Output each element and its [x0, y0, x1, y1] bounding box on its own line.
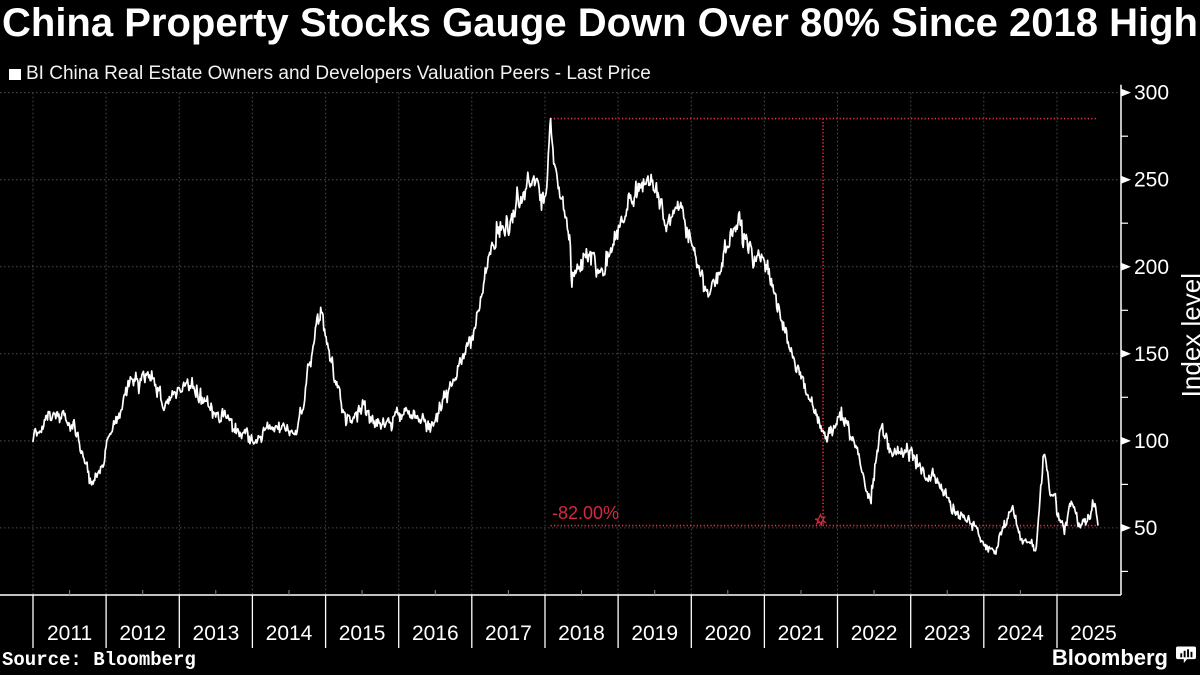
svg-text:2023: 2023 — [924, 622, 971, 645]
svg-text:2011: 2011 — [47, 622, 92, 645]
svg-text:200: 200 — [1134, 256, 1169, 279]
svg-text:2018: 2018 — [558, 622, 605, 645]
svg-text:2022: 2022 — [851, 622, 898, 645]
svg-text:2017: 2017 — [485, 622, 532, 645]
svg-text:150: 150 — [1134, 343, 1169, 366]
svg-text:2013: 2013 — [193, 622, 240, 645]
svg-text:2015: 2015 — [339, 622, 386, 645]
svg-text:-82.00%: -82.00% — [552, 503, 619, 523]
svg-text:2014: 2014 — [266, 622, 313, 645]
svg-text:2012: 2012 — [119, 622, 166, 645]
svg-text:100: 100 — [1134, 430, 1169, 453]
svg-text:300: 300 — [1134, 82, 1169, 105]
svg-text:2016: 2016 — [412, 622, 459, 645]
svg-text:2021: 2021 — [778, 622, 825, 645]
svg-text:2025: 2025 — [1070, 622, 1117, 645]
svg-text:250: 250 — [1134, 169, 1169, 192]
svg-text:2019: 2019 — [631, 622, 678, 645]
svg-text:50: 50 — [1134, 517, 1157, 540]
svg-text:2024: 2024 — [997, 622, 1044, 645]
svg-text:2020: 2020 — [704, 622, 751, 645]
